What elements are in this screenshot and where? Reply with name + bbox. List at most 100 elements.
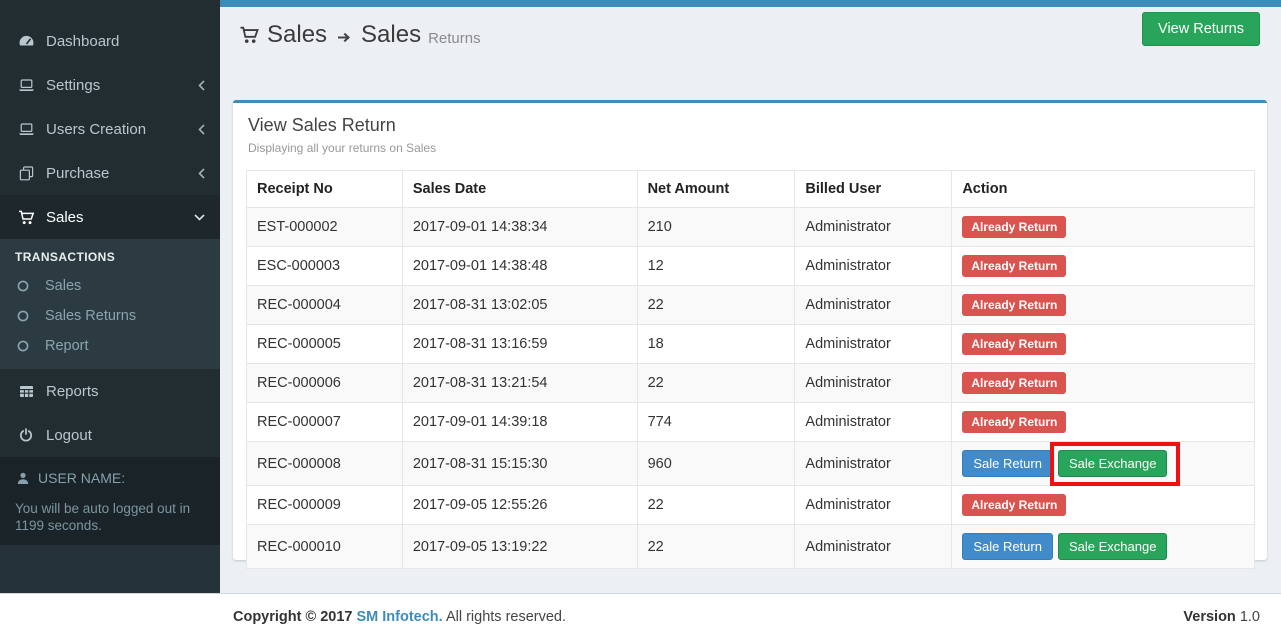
title-page: Sales: [361, 21, 422, 48]
cell-action: Already Return: [951, 485, 1255, 525]
cell-action: Already Return: [951, 402, 1255, 442]
company-link[interactable]: SM Infotech.: [356, 608, 443, 625]
cell-net-amount: 774: [636, 402, 796, 442]
column-action: Action: [951, 170, 1255, 208]
power-icon: [15, 428, 37, 442]
sidebar-item-users-creation[interactable]: Users Creation: [0, 107, 220, 151]
sidebar-item-dashboard[interactable]: Dashboard: [0, 19, 220, 63]
arrow-right-icon: [337, 32, 351, 43]
sidebar-item-label: Dashboard: [46, 32, 120, 50]
auto-logout-note: You will be auto logged out in 1199 seco…: [15, 501, 191, 533]
cell-billed-user: Administrator: [794, 485, 953, 525]
panel-header: View Sales Return Displaying all your re…: [233, 103, 1267, 163]
cell-billed-user: Administrator: [794, 246, 953, 286]
sidebar-item-label: Sales: [46, 208, 84, 226]
cell-receipt-no: ESC-000003: [246, 246, 403, 286]
laptop-icon: [15, 78, 37, 92]
table-row: REC-000010 2017-09-05 13:19:22 22 Admini…: [246, 524, 1255, 569]
column-sales-date: Sales Date: [401, 170, 638, 208]
column-net-amount: Net Amount: [636, 170, 796, 208]
cell-sales-date: 2017-09-01 14:38:48: [401, 246, 638, 286]
submenu-item-label: Report: [45, 338, 89, 354]
cell-receipt-no: REC-000005: [246, 324, 403, 364]
already-return-badge: Already Return: [962, 294, 1067, 316]
view-returns-button[interactable]: View Returns: [1142, 12, 1260, 46]
cell-billed-user: Administrator: [794, 441, 953, 486]
submenu-item-report[interactable]: Report: [0, 331, 220, 361]
column-receipt-no: Receipt No: [246, 170, 403, 208]
already-return-badge: Already Return: [962, 411, 1067, 433]
cart-icon: [15, 210, 37, 225]
cell-billed-user: Administrator: [794, 207, 953, 247]
sidebar-item-label: Users Creation: [46, 120, 147, 138]
circle-icon: [17, 280, 37, 292]
sales-return-panel: View Sales Return Displaying all your re…: [233, 100, 1267, 569]
version-text: Version 1.0: [1183, 608, 1260, 625]
cell-billed-user: Administrator: [794, 402, 953, 442]
sidebar-item-logout[interactable]: Logout: [0, 413, 220, 457]
main-content: Sales Sales Returns View Returns View Sa…: [220, 0, 1281, 593]
cell-billed-user: Administrator: [794, 524, 953, 569]
copy-icon: [15, 165, 37, 181]
cell-receipt-no: EST-000002: [246, 207, 403, 247]
table-row: REC-000006 2017-08-31 13:21:54 22 Admini…: [246, 363, 1255, 403]
tachometer-icon: [15, 34, 37, 48]
cell-billed-user: Administrator: [794, 324, 953, 364]
table-row: REC-000007 2017-09-01 14:39:18 774 Admin…: [246, 402, 1255, 442]
cell-sales-date: 2017-09-01 14:39:18: [401, 402, 638, 442]
cell-net-amount: 12: [636, 246, 796, 286]
page-title: Sales Sales Returns: [237, 21, 1260, 49]
cell-net-amount: 210: [636, 207, 796, 247]
copyright-year: Copyright © 2017: [233, 608, 353, 625]
sidebar: Dashboard Settings Users Creation: [0, 0, 220, 595]
cell-sales-date: 2017-09-01 14:38:34: [401, 207, 638, 247]
cell-receipt-no: REC-000008: [246, 441, 403, 486]
sidebar-item-settings[interactable]: Settings: [0, 63, 220, 107]
panel-subtitle: Displaying all your returns on Sales: [248, 141, 437, 155]
chevron-left-icon: [198, 79, 205, 91]
cell-sales-date: 2017-09-05 12:55:26: [401, 485, 638, 525]
user-icon: [15, 472, 31, 485]
sidebar-item-label: Reports: [46, 382, 99, 400]
sidebar-item-reports[interactable]: Reports: [0, 369, 220, 413]
already-return-badge: Already Return: [962, 494, 1067, 516]
sidebar-item-label: Purchase: [46, 164, 110, 182]
title-sub: Returns: [428, 30, 481, 47]
content-header: Sales Sales Returns View Returns: [220, 7, 1281, 49]
cell-net-amount: 18: [636, 324, 796, 364]
sidebar-menu: Dashboard Settings Users Creation: [0, 0, 220, 595]
sidebar-item-purchase[interactable]: Purchase: [0, 151, 220, 195]
copyright-text: Copyright © 2017 SM Infotech. All rights…: [233, 609, 566, 625]
table-row-highlighted: REC-000008 2017-08-31 15:15:30 960 Admin…: [246, 441, 1255, 486]
sale-return-button[interactable]: Sale Return: [962, 533, 1053, 560]
title-module: Sales: [267, 21, 328, 48]
submenu-item-label: Sales Returns: [45, 308, 137, 324]
sidebar-filler: [0, 545, 220, 595]
annotation-highlight-box: Sale Exchange: [1049, 442, 1181, 486]
cell-action: Already Return: [951, 363, 1255, 403]
sales-returns-table: Receipt No Sales Date Net Amount Billed …: [246, 170, 1255, 569]
sale-return-button[interactable]: Sale Return: [962, 450, 1053, 477]
sale-exchange-button[interactable]: Sale Exchange: [1057, 533, 1168, 560]
cell-net-amount: 22: [636, 285, 796, 325]
sale-exchange-button[interactable]: Sale Exchange: [1057, 450, 1168, 477]
cell-action: Already Return: [951, 207, 1255, 247]
top-accent-bar: [220, 0, 1281, 7]
circle-icon: [17, 310, 37, 322]
chevron-down-icon: [194, 213, 205, 221]
submenu-item-sales-returns[interactable]: Sales Returns: [0, 301, 220, 331]
circle-icon: [17, 340, 37, 352]
sidebar-item-label: Settings: [46, 76, 101, 94]
submenu-item-sales[interactable]: Sales: [0, 271, 220, 301]
laptop-icon: [15, 122, 37, 136]
cell-sales-date: 2017-08-31 15:15:30: [401, 441, 638, 486]
footer: Copyright © 2017 SM Infotech. All rights…: [0, 593, 1281, 639]
cell-billed-user: Administrator: [794, 285, 953, 325]
sidebar-item-sales[interactable]: Sales: [0, 195, 220, 239]
cell-net-amount: 22: [636, 485, 796, 525]
panel-title: View Sales Return: [248, 115, 396, 135]
cell-action: Sale Return Sale Exchange: [951, 441, 1255, 486]
table-row: EST-000002 2017-09-01 14:38:34 210 Admin…: [246, 207, 1255, 247]
cell-sales-date: 2017-09-05 13:19:22: [401, 524, 638, 569]
user-name-label: USER NAME:: [38, 470, 126, 486]
